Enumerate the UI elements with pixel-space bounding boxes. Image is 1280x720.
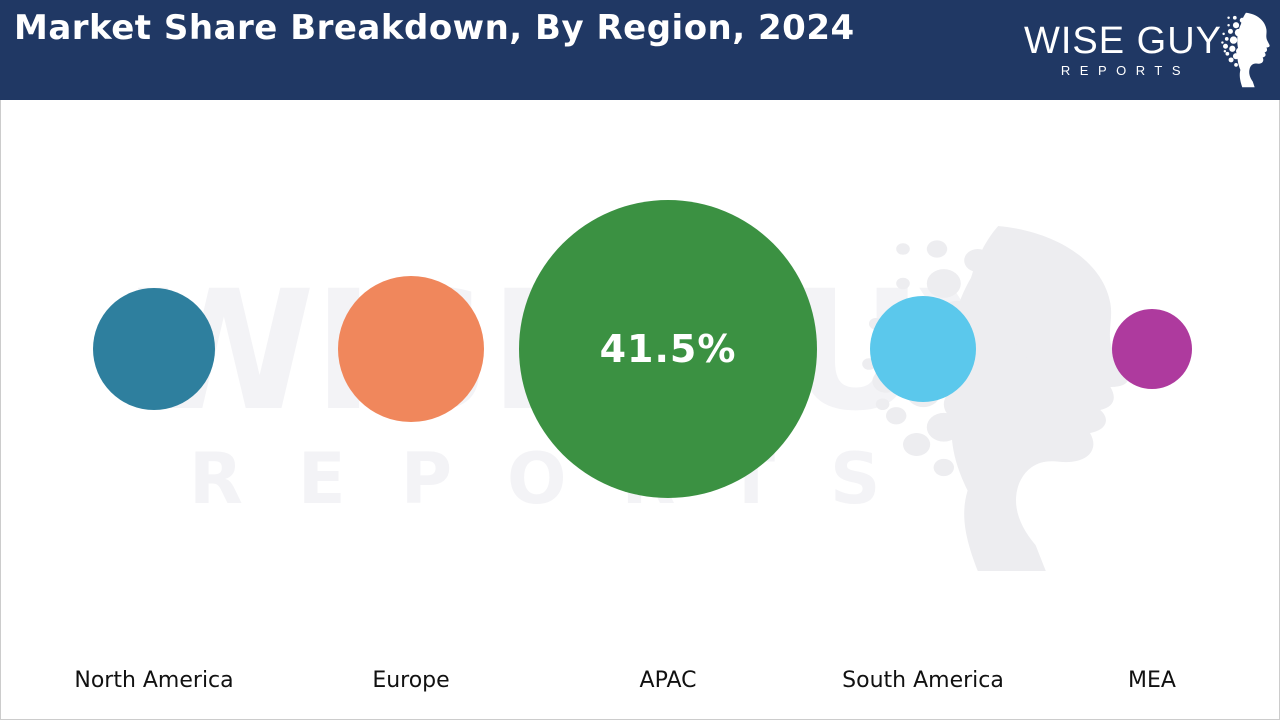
logo-text: WISE GUY REPORTS bbox=[1023, 19, 1222, 79]
logo-wordmark: WISE GUY bbox=[1023, 19, 1222, 62]
category-label-south-america: South America bbox=[842, 668, 1004, 693]
bubble-south-america bbox=[870, 296, 976, 402]
watermark-head-icon bbox=[862, 226, 1129, 571]
page-title: Market Share Breakdown, By Region, 2024 bbox=[14, 8, 855, 48]
wise-guy-head-icon bbox=[1221, 12, 1270, 88]
wise-guy-logo: WISE GUY REPORTS bbox=[1024, 10, 1272, 90]
bubble-europe bbox=[338, 276, 484, 422]
bubble-north-america bbox=[93, 288, 215, 410]
bubble-value-label: 41.5% bbox=[599, 327, 737, 371]
category-label-mea: MEA bbox=[1128, 668, 1176, 693]
category-label-apac: APAC bbox=[639, 668, 697, 693]
header-bar: Market Share Breakdown, By Region, 2024 … bbox=[0, 0, 1280, 100]
category-label-europe: Europe bbox=[372, 668, 450, 693]
category-label-north-america: North America bbox=[74, 668, 234, 693]
bubble-mea bbox=[1112, 309, 1192, 389]
logo-subtitle: REPORTS bbox=[1060, 63, 1191, 79]
bubble-apac: 41.5% bbox=[519, 200, 817, 498]
chart-stage: WISE GUY REPORTS 41.5% North AmericaEuro… bbox=[0, 100, 1280, 720]
category-labels-row: North America Europe APAC South America MEA bbox=[1, 668, 1279, 700]
